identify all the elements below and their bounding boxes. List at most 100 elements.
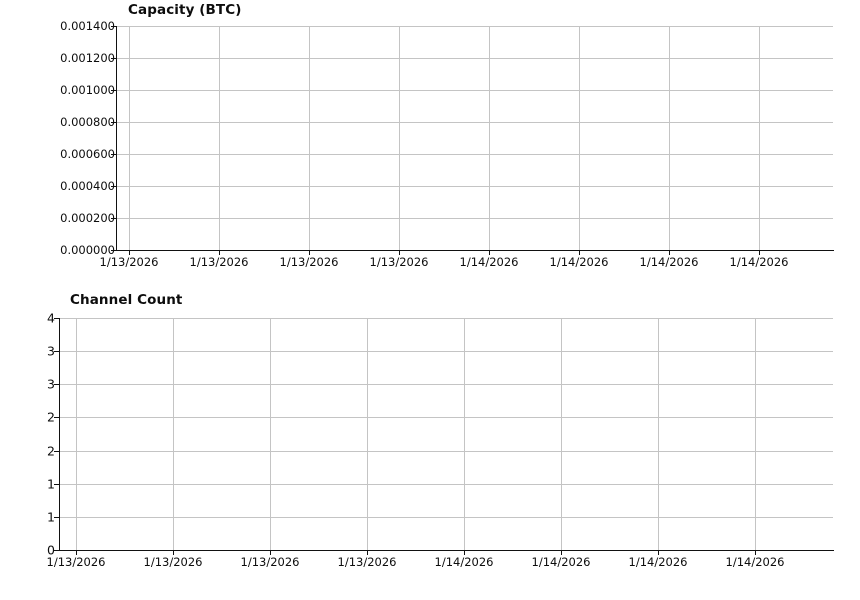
channel-count-y-tick xyxy=(54,517,59,518)
capacity-x-tick-label: 1/13/2026 xyxy=(99,255,159,269)
channel-count-y-tick-label: 2 xyxy=(47,443,55,459)
capacity-y-tick xyxy=(111,186,116,187)
capacity-y-tick-label: 0.000400 xyxy=(60,179,115,193)
capacity-y-tick xyxy=(111,90,116,91)
capacity-plot-area[interactable] xyxy=(117,26,833,250)
capacity-gridline-horizontal xyxy=(117,26,833,27)
capacity-x-tick-label: 1/13/2026 xyxy=(279,255,339,269)
capacity-y-tick xyxy=(111,26,116,27)
capacity-y-tick xyxy=(111,250,116,251)
channel-count-x-tick-label: 1/13/2026 xyxy=(46,555,106,569)
capacity-y-tick-label: 0.001200 xyxy=(60,51,115,65)
channel-count-chart-title: Channel Count xyxy=(70,292,183,308)
capacity-y-tick xyxy=(111,154,116,155)
capacity-gridline-horizontal xyxy=(117,186,833,187)
channel-count-x-tick xyxy=(270,550,271,555)
capacity-x-tick-label: 1/14/2026 xyxy=(639,255,699,269)
channel-count-gridline-vertical xyxy=(173,318,174,550)
capacity-gridline-vertical xyxy=(309,26,310,250)
channel-count-x-tick xyxy=(755,550,756,555)
capacity-x-tick xyxy=(219,250,220,255)
channel-count-y-tick xyxy=(54,417,59,418)
channel-count-gridline-horizontal xyxy=(60,451,833,452)
channel-count-gridline-vertical xyxy=(464,318,465,550)
capacity-y-axis-line xyxy=(116,26,117,251)
channel-count-y-tick-label: 3 xyxy=(47,376,55,392)
channel-count-gridline-vertical xyxy=(270,318,271,550)
channel-count-x-tick-label: 1/13/2026 xyxy=(337,555,397,569)
capacity-y-tick-label: 0.000000 xyxy=(60,243,115,257)
capacity-x-tick xyxy=(309,250,310,255)
capacity-y-tick xyxy=(111,122,116,123)
capacity-gridline-vertical xyxy=(399,26,400,250)
channel-count-x-tick xyxy=(367,550,368,555)
channel-count-x-tick xyxy=(658,550,659,555)
capacity-gridline-horizontal xyxy=(117,90,833,91)
channel-count-gridline-horizontal xyxy=(60,484,833,485)
channel-count-y-tick xyxy=(54,550,59,551)
channel-count-x-axis-line xyxy=(59,550,834,552)
capacity-x-tick xyxy=(399,250,400,255)
channel-count-y-axis-line xyxy=(59,318,60,551)
channel-count-gridline-vertical xyxy=(76,318,77,550)
channel-count-chart: Channel Count 4 3 3 2 2 1 1 0 1/13/2026 1/13/2026… xyxy=(0,290,860,600)
channel-count-x-tick xyxy=(561,550,562,555)
capacity-y-tick-label: 0.000800 xyxy=(60,115,115,129)
channel-count-x-tick xyxy=(76,550,77,555)
channel-count-x-tick-label: 1/13/2026 xyxy=(143,555,203,569)
channel-count-y-tick xyxy=(54,318,59,319)
channel-count-gridline-vertical xyxy=(367,318,368,550)
channel-count-plot-area[interactable] xyxy=(60,318,833,550)
capacity-gridline-horizontal xyxy=(117,218,833,219)
capacity-x-tick xyxy=(669,250,670,255)
capacity-y-tick-label: 0.001400 xyxy=(60,19,115,33)
channel-count-x-tick xyxy=(173,550,174,555)
capacity-gridline-vertical xyxy=(669,26,670,250)
channel-count-y-tick-label: 1 xyxy=(47,476,55,492)
channel-count-gridline-vertical xyxy=(658,318,659,550)
capacity-gridline-vertical xyxy=(219,26,220,250)
channel-count-y-tick xyxy=(54,384,59,385)
capacity-y-tick-label: 0.000200 xyxy=(60,211,115,225)
capacity-gridline-horizontal xyxy=(117,154,833,155)
channel-count-x-tick xyxy=(464,550,465,555)
capacity-gridline-horizontal xyxy=(117,58,833,59)
capacity-x-tick xyxy=(759,250,760,255)
capacity-gridline-vertical xyxy=(759,26,760,250)
capacity-x-tick xyxy=(129,250,130,255)
capacity-gridline-horizontal xyxy=(117,122,833,123)
capacity-gridline-vertical xyxy=(579,26,580,250)
channel-count-x-tick-label: 1/14/2026 xyxy=(725,555,785,569)
channel-count-y-tick-label: 1 xyxy=(47,509,55,525)
capacity-x-tick xyxy=(579,250,580,255)
channel-count-gridline-horizontal xyxy=(60,318,833,319)
capacity-x-tick-label: 1/14/2026 xyxy=(729,255,789,269)
channel-count-gridline-horizontal xyxy=(60,417,833,418)
capacity-y-tick xyxy=(111,58,116,59)
channel-count-y-tick xyxy=(54,484,59,485)
channel-count-gridline-vertical xyxy=(561,318,562,550)
channel-count-gridline-horizontal xyxy=(60,384,833,385)
channel-count-x-tick-label: 1/14/2026 xyxy=(531,555,591,569)
capacity-chart: Capacity (BTC) 0.001400 0.001200 0.001000 0… xyxy=(0,0,860,290)
channel-count-x-tick-label: 1/14/2026 xyxy=(434,555,494,569)
channel-count-y-tick-label: 0 xyxy=(47,542,55,558)
capacity-x-tick-label: 1/13/2026 xyxy=(369,255,429,269)
capacity-y-tick-label: 0.001000 xyxy=(60,83,115,97)
channel-count-y-tick-label: 3 xyxy=(47,343,55,359)
channel-count-y-tick-label: 2 xyxy=(47,409,55,425)
capacity-x-axis-line xyxy=(116,250,834,252)
channel-count-gridline-horizontal xyxy=(60,351,833,352)
capacity-gridline-vertical xyxy=(489,26,490,250)
channel-count-gridline-horizontal xyxy=(60,517,833,518)
capacity-x-tick-label: 1/14/2026 xyxy=(459,255,519,269)
channel-count-x-tick-label: 1/13/2026 xyxy=(240,555,300,569)
capacity-x-tick-label: 1/13/2026 xyxy=(189,255,249,269)
capacity-y-tick-label: 0.000600 xyxy=(60,147,115,161)
channel-count-gridline-vertical xyxy=(755,318,756,550)
capacity-x-tick xyxy=(489,250,490,255)
channel-count-y-tick xyxy=(54,451,59,452)
capacity-x-tick-label: 1/14/2026 xyxy=(549,255,609,269)
channel-count-y-tick-label: 4 xyxy=(47,310,55,326)
